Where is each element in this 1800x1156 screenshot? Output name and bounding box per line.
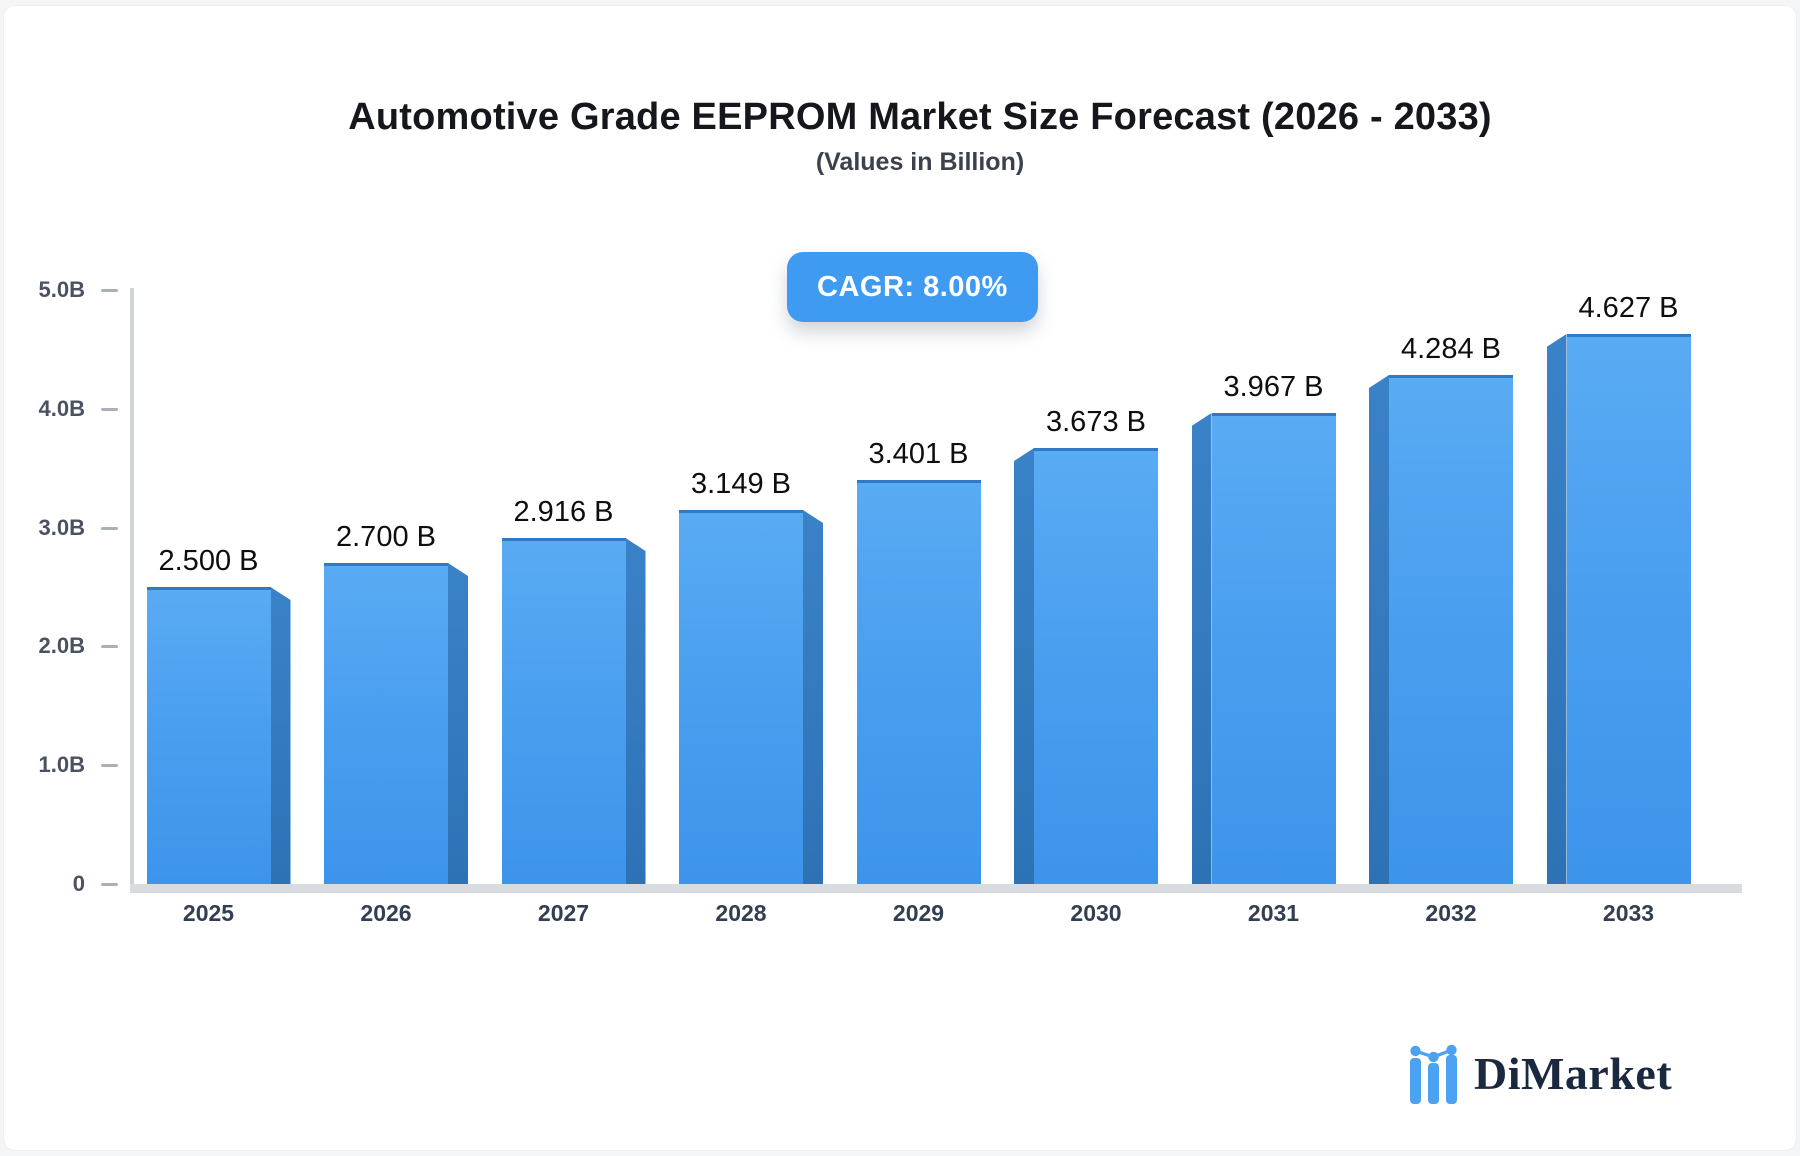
bar-front-face xyxy=(679,510,803,884)
y-axis-line xyxy=(130,288,134,888)
x-tick-label-2033: 2033 xyxy=(1602,900,1655,926)
bar-3d-side xyxy=(448,563,468,884)
x-tick-label-2026: 2026 xyxy=(360,900,412,926)
dimarket-logo-icon xyxy=(1410,1044,1457,1104)
y-tick-label: 1.0B xyxy=(38,752,85,778)
bar-value-label: 3.149 B xyxy=(691,468,791,500)
bar-2025: 2.500 B xyxy=(146,545,291,884)
x-axis-baseline xyxy=(130,884,1742,893)
x-tick-label-2032: 2032 xyxy=(1425,900,1477,926)
chart-title: Automotive Grade EEPROM Market Size Fore… xyxy=(348,96,1492,138)
bar-2033: 4.627 B xyxy=(1546,292,1691,884)
bar-3d-side xyxy=(1546,334,1567,884)
bar-2029: 3.401 B xyxy=(856,438,981,884)
x-tick-label-2028: 2028 xyxy=(715,900,767,926)
bar-2027: 2.916 B xyxy=(501,496,646,884)
bar-value-label: 4.284 B xyxy=(1401,333,1501,365)
bar-value-label: 3.401 B xyxy=(868,438,969,470)
brand-name: DiMarket xyxy=(1474,1047,1673,1099)
y-tick-mark xyxy=(101,289,118,292)
y-tick-mark xyxy=(101,645,118,649)
brand-logo: DiMarket xyxy=(1408,1038,1672,1108)
bar-value-label: 2.700 B xyxy=(336,521,436,553)
y-tick-label: 5.0B xyxy=(38,277,85,302)
bar-3d-side xyxy=(803,510,823,884)
bar-front-face xyxy=(501,538,626,884)
bar-value-label: 2.500 B xyxy=(158,545,259,577)
bar-value-label: 4.627 B xyxy=(1578,292,1679,324)
bar-value-label: 3.967 B xyxy=(1223,371,1324,403)
bar-front-face xyxy=(856,480,981,884)
bar-3d-side xyxy=(1191,413,1212,884)
bar-front-face xyxy=(1211,413,1336,884)
bar-2028: 3.149 B xyxy=(679,468,823,884)
bar-2031: 3.967 B xyxy=(1191,371,1336,884)
y-tick-mark xyxy=(101,764,118,768)
x-tick-label-2031: 2031 xyxy=(1247,900,1300,926)
bar-3d-side xyxy=(1369,375,1389,884)
x-tick-label-2030: 2030 xyxy=(1070,900,1122,926)
bar-front-face xyxy=(324,563,448,884)
bar-2030: 3.673 B xyxy=(1014,406,1158,884)
bar-2032: 4.284 B xyxy=(1369,333,1513,884)
x-tick-label-2027: 2027 xyxy=(537,900,590,926)
y-tick-label: 3.0B xyxy=(38,514,85,540)
y-tick-label: 4.0B xyxy=(38,395,85,421)
y-tick-label: 2.0B xyxy=(38,633,85,659)
bar-3d-side xyxy=(1014,448,1034,884)
bar-value-label: 2.916 B xyxy=(513,496,614,528)
y-tick-label: 0 xyxy=(72,871,85,896)
y-tick-mark xyxy=(101,407,118,411)
x-tick-label-2025: 2025 xyxy=(182,900,235,926)
bar-2026: 2.700 B xyxy=(324,521,468,884)
chart-subtitle: (Values in Billion) xyxy=(815,148,1025,176)
bar-3d-side xyxy=(625,538,646,884)
y-tick-mark xyxy=(101,526,118,530)
bar-3d-side xyxy=(270,587,291,884)
bar-front-face xyxy=(1034,448,1158,884)
cagr-badge: CAGR: 8.00% xyxy=(787,252,1038,322)
bar-value-label: 3.673 B xyxy=(1046,406,1146,438)
cagr-badge-label: CAGR: 8.00% xyxy=(817,270,1008,303)
bar-front-face xyxy=(146,587,271,884)
y-tick-mark xyxy=(101,883,118,886)
bar-front-face xyxy=(1566,334,1691,884)
bar-front-face xyxy=(1389,375,1513,884)
x-tick-label-2029: 2029 xyxy=(892,900,945,926)
